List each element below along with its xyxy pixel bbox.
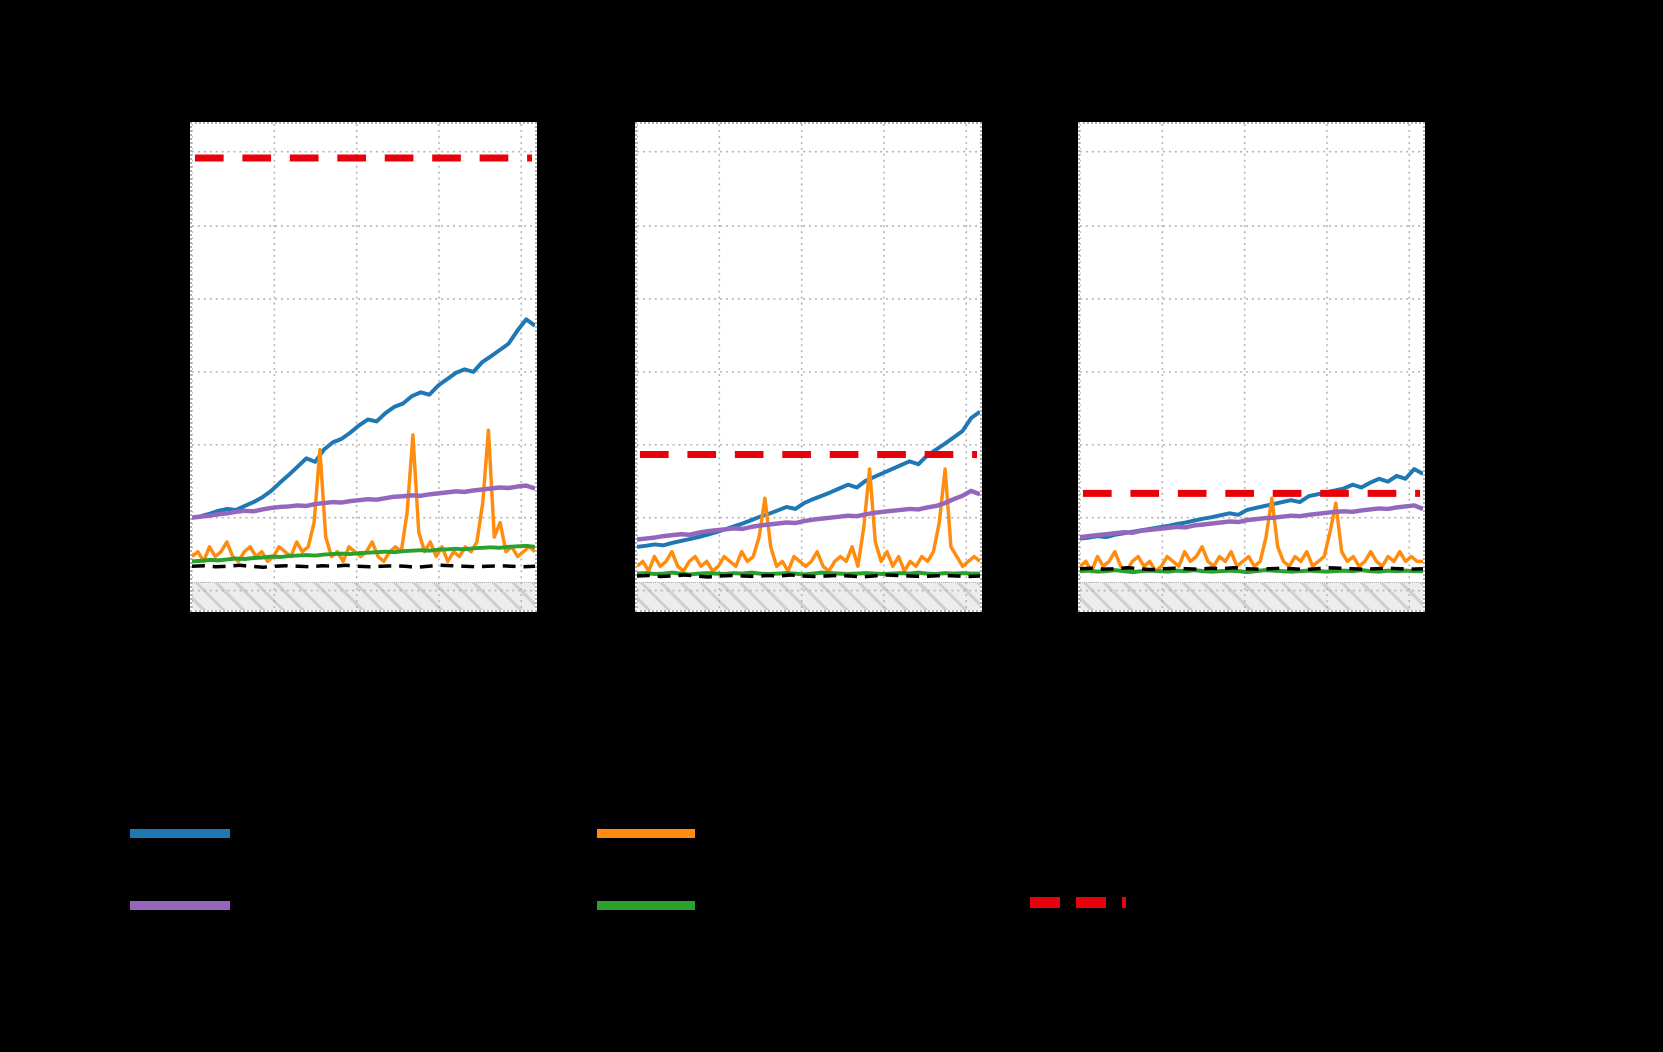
green-line [192, 543, 535, 564]
blue-line [1080, 467, 1423, 541]
legend-swatch-blue [130, 829, 230, 838]
hatched-floor-band [192, 582, 535, 610]
hatched-floor-band [637, 582, 980, 610]
orange-line [1080, 496, 1423, 573]
hatched-floor-band [1080, 582, 1423, 610]
black-dashed-line [637, 573, 980, 579]
black-dashed-line [1080, 566, 1423, 572]
purple-line [637, 488, 980, 542]
legend-swatch-orange [597, 829, 695, 838]
legend-swatch-green [597, 901, 695, 910]
orange-line [637, 467, 980, 573]
orange-line [192, 428, 535, 564]
blue-line [637, 410, 980, 549]
chart-svg-left [192, 124, 535, 610]
legend-swatch-red-dashed [1030, 897, 1126, 908]
green-line [637, 570, 980, 577]
black-dashed-line [192, 563, 535, 569]
chart-panel-middle [635, 122, 982, 612]
green-line [1080, 568, 1423, 575]
chart-svg-middle [637, 124, 980, 610]
purple-line [1080, 503, 1423, 540]
chart-panel-left [190, 122, 537, 612]
chart-panel-right [1078, 122, 1425, 612]
blue-line [192, 317, 535, 520]
legend-swatch-purple [130, 901, 230, 910]
chart-svg-right [1080, 124, 1423, 610]
purple-line [192, 483, 535, 520]
